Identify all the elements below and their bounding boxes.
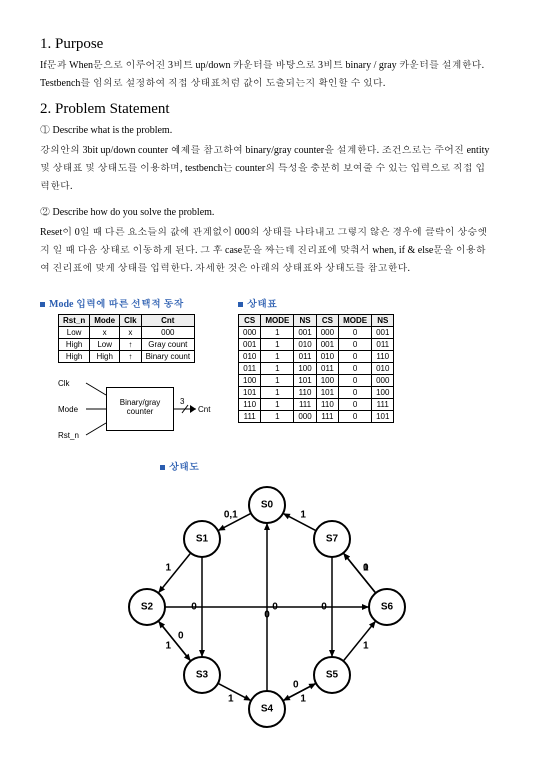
svg-text:S6: S6 [380, 602, 393, 613]
mode-col: Mode [90, 315, 120, 327]
svg-text:0: 0 [362, 563, 368, 574]
table-row: 11110001110101 [239, 411, 394, 423]
table-row: 00110100010011 [239, 339, 394, 351]
state-diagram-caption: 상태도 [160, 459, 493, 473]
table-row: HighHigh↑Binary count [59, 351, 195, 363]
table-row: 10111101010100 [239, 387, 394, 399]
table-row: HighLow↑Gray count [59, 339, 195, 351]
table-row: 01111000110010 [239, 363, 394, 375]
svg-text:1: 1 [362, 641, 368, 652]
state-col: MODE [261, 315, 294, 327]
svg-text:0: 0 [272, 602, 278, 613]
svg-text:0: 0 [321, 602, 327, 613]
svg-text:1: 1 [228, 694, 234, 705]
mode-col: Clk [120, 315, 141, 327]
table-row: 10011011000000 [239, 375, 394, 387]
table-row: Lowxx000 [59, 327, 195, 339]
state-col: NS [372, 315, 394, 327]
svg-text:1: 1 [165, 563, 171, 574]
sig-cnt: Cnt [198, 405, 210, 414]
svg-text:S1: S1 [195, 534, 208, 545]
problem-p2-text: Reset이 0일 때 다른 요소들의 값에 관계없이 000의 상태를 나타내… [40, 224, 493, 278]
svg-text:1: 1 [300, 694, 306, 705]
mode-col: Rst_n [59, 315, 90, 327]
state-diagram: 0,111111110000000S0S1S2S3S4S5S6S7 [97, 477, 437, 737]
svg-text:1: 1 [300, 510, 306, 521]
state-table: CSMODENSCSMODENS 00010010000001001101000… [238, 314, 394, 423]
mode-col: Cnt [141, 315, 194, 327]
state-table-caption: 상태표 [238, 296, 394, 310]
svg-text:0: 0 [177, 631, 183, 642]
svg-text:S3: S3 [195, 670, 208, 681]
svg-text:S4: S4 [260, 704, 273, 715]
state-col: CS [316, 315, 338, 327]
state-col: NS [294, 315, 316, 327]
svg-text:S0: S0 [260, 500, 273, 511]
problem-p1-text: 강의안의 3bit up/down counter 예제를 참고하여 binar… [40, 142, 493, 196]
state-col: CS [239, 315, 261, 327]
svg-text:S7: S7 [325, 534, 338, 545]
table-row: 11011111100111 [239, 399, 394, 411]
block-box: Binary/gray counter [106, 387, 174, 431]
svg-text:0: 0 [293, 680, 299, 691]
problem-p1-label: ① Describe what is the problem. [40, 122, 493, 140]
svg-text:S5: S5 [325, 670, 338, 681]
bus-width: 3 [180, 397, 184, 406]
block-diagram: Clk Mode Rst_n Binary/gray counter 3 Cnt [58, 369, 218, 449]
table-row: 00010010000001 [239, 327, 394, 339]
mode-table-caption: Mode 입력에 따른 선택적 동작 [40, 296, 218, 310]
table-row: 01010110100110 [239, 351, 394, 363]
mode-table: Rst_nModeClkCnt Lowxx000HighLow↑Gray cou… [58, 314, 195, 363]
problem-title: 2. Problem Statement [40, 101, 493, 118]
state-col: MODE [339, 315, 372, 327]
purpose-title: 1. Purpose [40, 36, 493, 53]
problem-p2-label: ② Describe how do you solve the problem. [40, 204, 493, 222]
svg-text:1: 1 [165, 641, 171, 652]
svg-text:S2: S2 [140, 602, 153, 613]
svg-text:0,1: 0,1 [223, 510, 237, 521]
purpose-text: If문과 When문으로 이루어진 3비트 up/down 카운터를 바탕으로 … [40, 57, 493, 93]
